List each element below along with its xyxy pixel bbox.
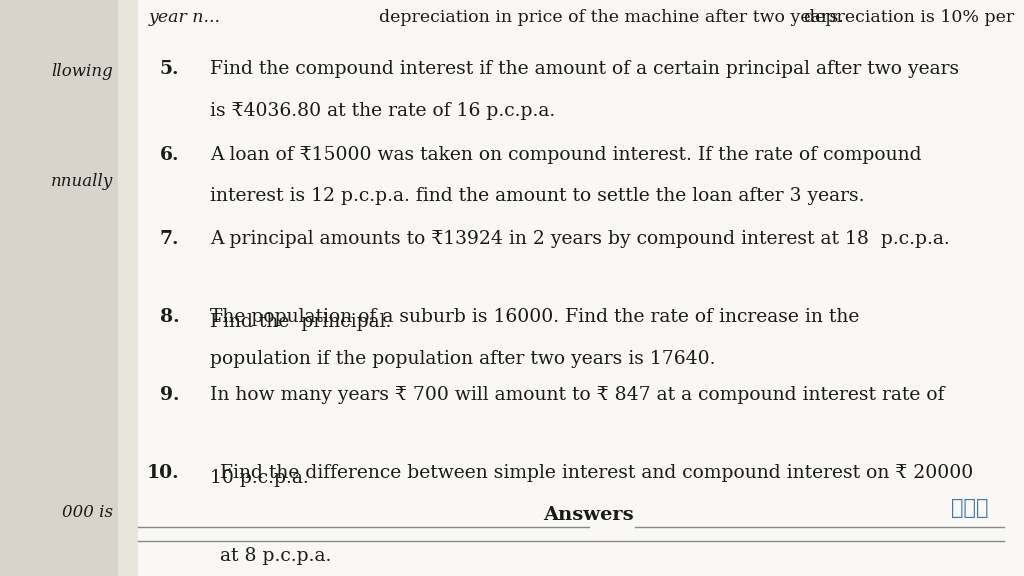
Text: In how many years ₹ 700 will amount to ₹ 847 at a compound interest rate of: In how many years ₹ 700 will amount to ₹… xyxy=(210,386,944,404)
Text: at 8 p.c.p.a.: at 8 p.c.p.a. xyxy=(220,547,332,564)
Text: depreciation in price of the machine after two years.: depreciation in price of the machine aft… xyxy=(379,9,844,26)
Bar xyxy=(118,0,138,576)
Text: Answers: Answers xyxy=(544,506,634,524)
Text: population if the population after two years is 17640.: population if the population after two y… xyxy=(210,350,716,367)
Text: A principal amounts to ₹13924 in 2 years by compound interest at 18  p.c.p.a.: A principal amounts to ₹13924 in 2 years… xyxy=(210,230,949,248)
Text: 10.: 10. xyxy=(146,464,179,482)
Text: A loan of ₹15000 was taken on compound interest. If the rate of compound: A loan of ₹15000 was taken on compound i… xyxy=(210,146,922,164)
Text: Find the  principal.: Find the principal. xyxy=(210,313,391,331)
Text: year n...: year n... xyxy=(148,9,220,26)
Text: The population of a suburb is 16000. Find the rate of increase in the: The population of a suburb is 16000. Fin… xyxy=(210,308,859,326)
Text: llowing: llowing xyxy=(51,63,113,81)
Text: 5.: 5. xyxy=(160,60,179,78)
Text: is ₹4036.80 at the rate of 16 p.c.p.a.: is ₹4036.80 at the rate of 16 p.c.p.a. xyxy=(210,102,555,120)
Text: 9.: 9. xyxy=(160,386,179,404)
Text: ਬਬਬ: ਬਬਬ xyxy=(950,498,988,518)
Text: nnually: nnually xyxy=(50,173,113,190)
Text: depreciation is 10% per: depreciation is 10% per xyxy=(804,9,1014,26)
Text: 8.: 8. xyxy=(160,308,179,326)
Text: 000 is: 000 is xyxy=(61,504,113,521)
Text: 6.: 6. xyxy=(160,146,179,164)
Text: Find the compound interest if the amount of a certain principal after two years: Find the compound interest if the amount… xyxy=(210,60,959,78)
Bar xyxy=(138,0,1024,576)
Text: Find the difference between simple interest and compound interest on ₹ 20000: Find the difference between simple inter… xyxy=(220,464,974,482)
Bar xyxy=(0,0,118,576)
Text: 10 p.c.p.a.: 10 p.c.p.a. xyxy=(210,469,308,487)
Text: interest is 12 p.c.p.a. find the amount to settle the loan after 3 years.: interest is 12 p.c.p.a. find the amount … xyxy=(210,187,864,205)
Text: 7.: 7. xyxy=(160,230,179,248)
